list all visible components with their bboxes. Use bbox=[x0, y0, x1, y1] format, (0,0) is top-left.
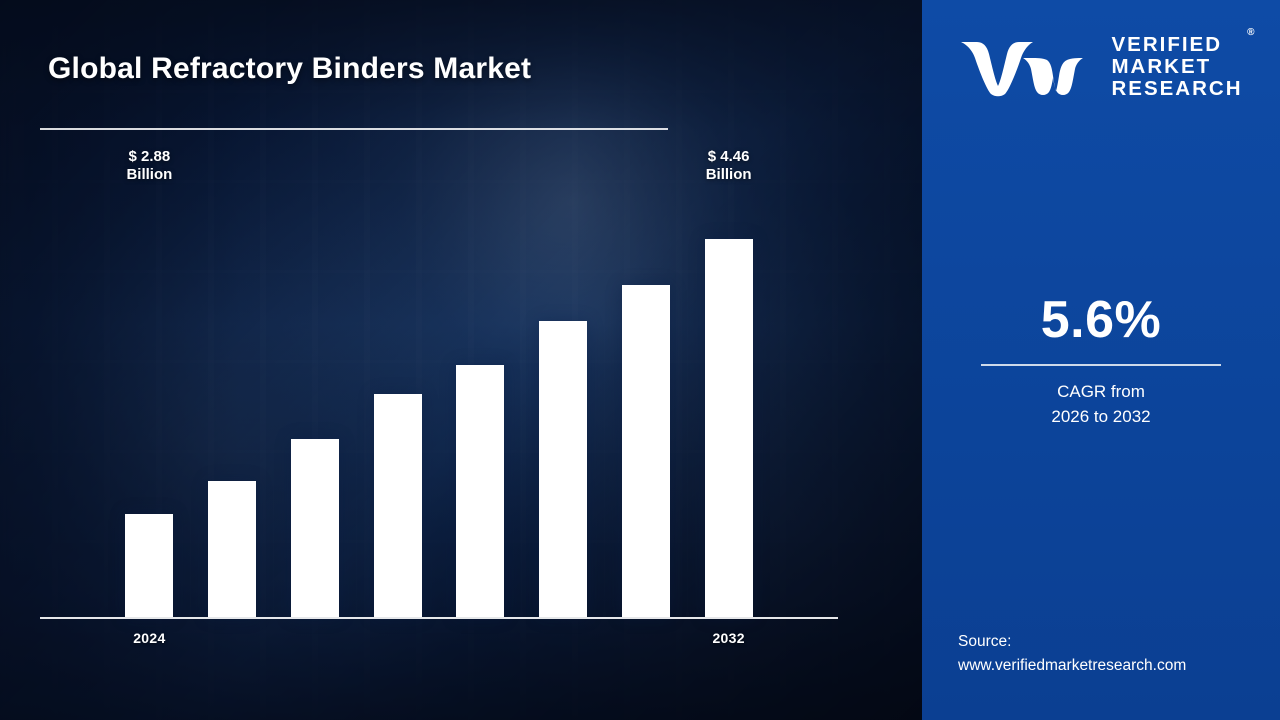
page-title: Global Refractory Binders Market bbox=[48, 52, 532, 85]
registered-trademark-icon: ® bbox=[1247, 27, 1255, 38]
bar-item bbox=[191, 197, 274, 617]
bar-value-label: $ 4.46 Billion bbox=[705, 147, 752, 184]
bar-2026 bbox=[290, 438, 339, 617]
brand-line-2: MARKET bbox=[1111, 55, 1212, 79]
source-url[interactable]: www.verifiedmarketresearch.com bbox=[958, 656, 1187, 674]
x-tick-blank-5 bbox=[522, 630, 605, 652]
cagr-caption: CAGR from 2026 to 2032 bbox=[1051, 382, 1151, 426]
bar-2027 bbox=[373, 394, 422, 617]
brand-wordmark: ® VERIFIED MARKET RESEARCH bbox=[1111, 27, 1254, 101]
brand-logo: ® VERIFIED MARKET RESEARCH bbox=[922, 27, 1280, 101]
x-tick-blank-4 bbox=[439, 630, 522, 652]
title-divider bbox=[40, 128, 668, 130]
x-tick-blank-6 bbox=[605, 630, 688, 652]
cagr-block: 5.6% CAGR from 2026 to 2032 bbox=[922, 290, 1280, 429]
cagr-divider bbox=[981, 364, 1221, 366]
bar-item bbox=[605, 197, 688, 617]
bar-2029 bbox=[539, 320, 588, 617]
x-axis-tick-labels: 2024 2032 bbox=[40, 630, 838, 652]
source-block: Source: www.verifiedmarketresearch.com bbox=[958, 630, 1258, 678]
bar-2024 bbox=[125, 514, 174, 617]
source-label: Source: bbox=[958, 632, 1012, 650]
bar-item bbox=[439, 197, 522, 617]
bar-item: $ 2.88 Billion bbox=[108, 148, 191, 617]
brand-line-3: RESEARCH bbox=[1111, 77, 1243, 101]
bar-value-label: $ 2.88 Billion bbox=[126, 147, 173, 184]
x-tick-2032: 2032 bbox=[712, 630, 745, 646]
vmr-logo-icon bbox=[959, 36, 1095, 98]
bar-item: $ 4.46 Billion bbox=[687, 148, 770, 617]
bar-item bbox=[356, 197, 439, 617]
bar-2028 bbox=[456, 365, 505, 617]
bar-chart: $ 2.88 Billion bbox=[40, 148, 838, 670]
brand-panel: ® VERIFIED MARKET RESEARCH 5.6% CAGR fro… bbox=[922, 0, 1280, 720]
bar-group: $ 2.88 Billion bbox=[40, 148, 838, 617]
x-axis-line bbox=[40, 617, 838, 619]
bar-item bbox=[274, 197, 357, 617]
brand-line-1: VERIFIED bbox=[1111, 33, 1223, 56]
chart-panel: Global Refractory Binders Market $ 2.88 … bbox=[0, 0, 922, 720]
x-tick-2024: 2024 bbox=[133, 630, 166, 646]
x-tick-blank-3 bbox=[356, 630, 439, 652]
bar-2032 bbox=[704, 239, 753, 617]
x-tick-blank-1 bbox=[191, 630, 274, 652]
cagr-value: 5.6% bbox=[1040, 291, 1162, 349]
x-tick-blank-2 bbox=[274, 630, 357, 652]
bar-2025 bbox=[208, 480, 257, 617]
bar-item bbox=[522, 197, 605, 617]
bar-2030 bbox=[621, 285, 670, 617]
